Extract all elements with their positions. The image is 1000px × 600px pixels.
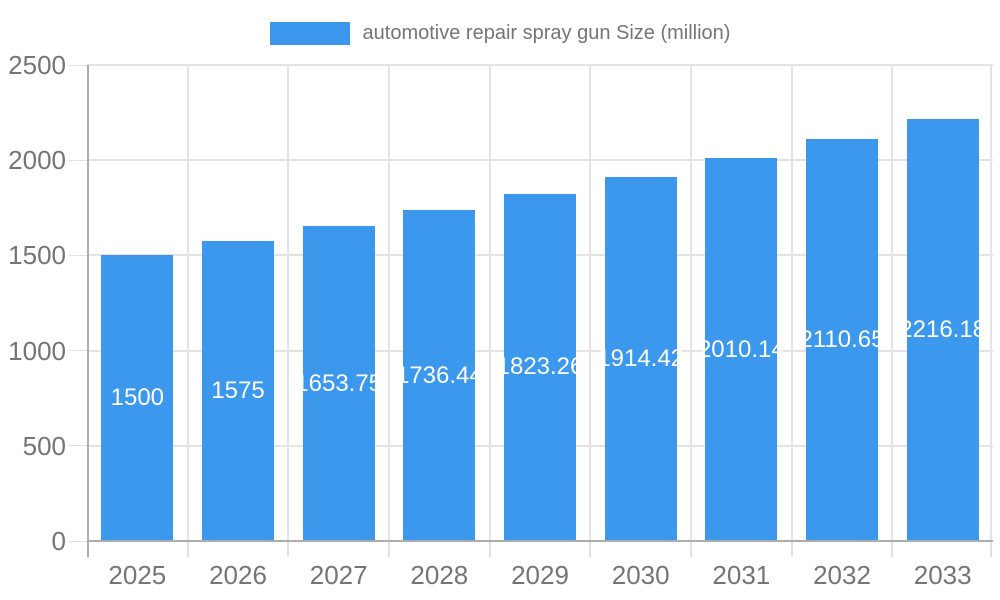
bar-2027: 1653.75 — [295, 226, 382, 541]
y-axis-tick — [69, 64, 87, 66]
x-axis-label: 2032 — [813, 560, 871, 590]
x-axis-tick — [388, 541, 390, 557]
x-axis-label: 2025 — [108, 560, 167, 590]
bar-2028: 1736.44 — [396, 210, 483, 541]
x-axis-label: 2028 — [410, 560, 469, 590]
x-gridline — [990, 65, 992, 541]
x-gridline — [891, 65, 894, 541]
legend-label: automotive repair spray gun Size (millio… — [362, 21, 731, 44]
bar-2026: 1575 — [202, 241, 274, 541]
y-axis-tick — [69, 540, 87, 542]
bar-value-label: 1914.42 — [597, 344, 685, 372]
y-axis-tick — [69, 254, 87, 256]
y-axis-label: 2500 — [8, 50, 66, 80]
bar-value-label: 1575 — [211, 377, 265, 405]
x-axis-tick — [790, 541, 793, 557]
bar-2033: 2216.18 — [899, 119, 986, 541]
bar-value-label: 1823.26 — [496, 353, 584, 381]
x-axis-tick — [488, 541, 491, 557]
legend: automotive repair spray gun Size (millio… — [0, 19, 1000, 47]
plot-area: 0 500 1000 1500 2000 2500 1500 2025 1575 2026 1653… — [8, 50, 993, 590]
x-axis-label: 2033 — [913, 560, 972, 590]
bar-2032: 2110.65 — [800, 139, 884, 541]
y-axis-tick — [69, 159, 87, 161]
x-gridline — [589, 65, 592, 541]
bar-value-label: 1653.75 — [295, 369, 383, 397]
bar-2029: 1823.26 — [497, 193, 583, 541]
x-gridline — [790, 65, 793, 541]
x-axis-label: 2026 — [209, 560, 267, 590]
x-axis-tick — [589, 541, 592, 557]
x-gridline — [186, 65, 189, 541]
bar-value-label: 1736.44 — [395, 361, 483, 389]
y-axis-line — [87, 65, 89, 557]
x-axis-label: 2029 — [511, 560, 569, 590]
bar-2030: 1914.42 — [597, 176, 684, 541]
x-axis-label: 2030 — [611, 560, 670, 590]
bar-value-label: 1500 — [110, 384, 165, 412]
y-axis-label: 0 — [51, 526, 66, 556]
x-gridline — [488, 65, 491, 541]
x-gridline — [388, 65, 390, 541]
bar-2031: 2010.14 — [698, 158, 785, 541]
y-axis-tick — [69, 350, 87, 352]
bar-2025: 1500 — [101, 255, 174, 541]
y-axis-tick — [69, 445, 87, 447]
legend-swatch-icon — [269, 21, 350, 45]
y-axis-label: 1500 — [8, 240, 66, 271]
bar-value-label: 2010.14 — [697, 335, 785, 363]
x-axis-tick — [891, 541, 894, 557]
x-axis-tick — [287, 541, 290, 557]
x-gridline — [287, 65, 290, 541]
x-axis-tick — [186, 541, 189, 557]
x-gridline — [690, 65, 692, 541]
x-axis-line — [87, 540, 993, 542]
x-axis-tick — [990, 541, 992, 557]
y-axis-label: 500 — [22, 430, 66, 461]
y-axis-label: 1000 — [8, 335, 66, 366]
bar-value-label: 2216.18 — [899, 316, 987, 344]
bar-value-label: 2110.65 — [799, 326, 885, 354]
x-axis-tick — [690, 541, 692, 557]
y-axis-label: 2000 — [8, 145, 66, 176]
y-gridline — [87, 159, 993, 162]
x-axis-label: 2027 — [309, 560, 368, 590]
x-axis-label: 2031 — [712, 560, 771, 590]
y-gridline — [87, 64, 993, 66]
